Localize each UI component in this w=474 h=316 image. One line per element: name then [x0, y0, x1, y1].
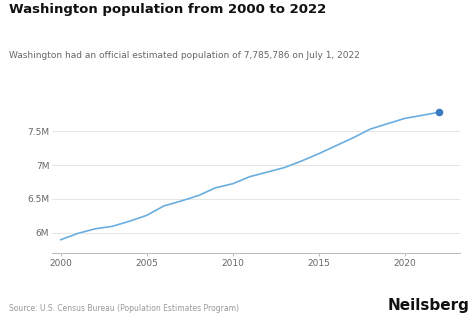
Text: Neilsberg: Neilsberg: [387, 298, 469, 313]
Text: Source: U.S. Census Bureau (Population Estimates Program): Source: U.S. Census Bureau (Population E…: [9, 304, 239, 313]
Text: Washington population from 2000 to 2022: Washington population from 2000 to 2022: [9, 3, 327, 16]
Point: [435, 110, 443, 115]
Text: Washington had an official estimated population of 7,785,786 on July 1, 2022: Washington had an official estimated pop…: [9, 51, 360, 59]
